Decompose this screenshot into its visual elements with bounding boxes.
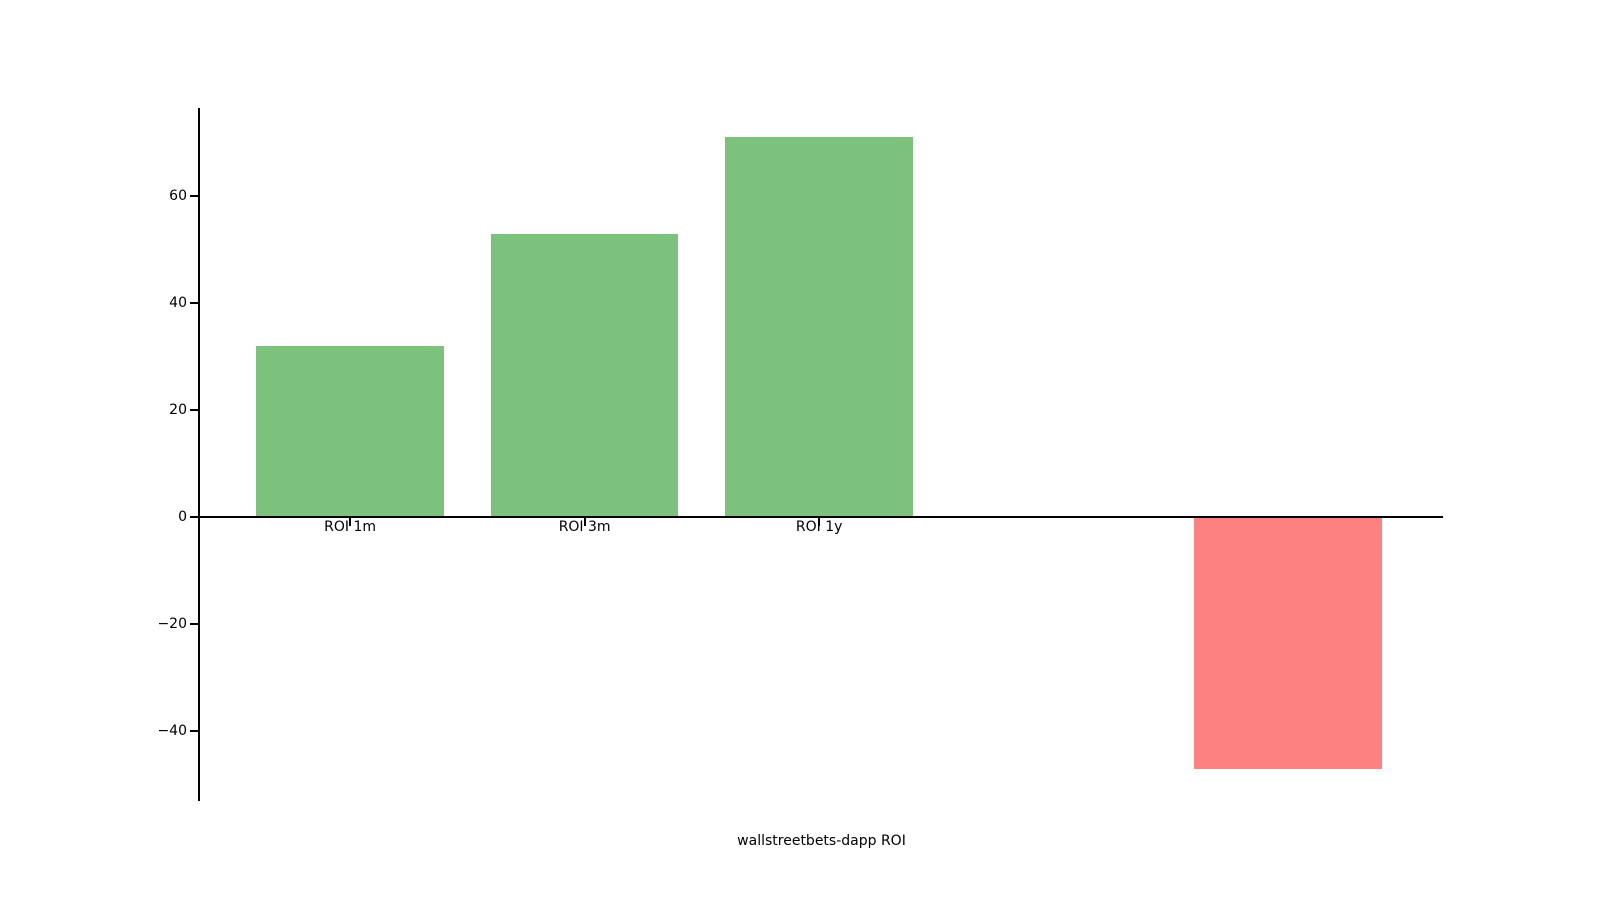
y-tick-label: −40 <box>157 723 187 740</box>
y-axis-spine <box>198 108 200 801</box>
bar <box>490 233 679 518</box>
y-tick-mark <box>190 409 198 412</box>
y-tick-mark <box>190 730 198 733</box>
y-tick-mark <box>190 516 198 519</box>
x-tick-mark <box>583 518 586 527</box>
x-axis-zero-line <box>200 516 1443 519</box>
y-tick-label: 60 <box>169 188 187 205</box>
bar <box>725 137 913 518</box>
y-tick-label: −20 <box>157 616 187 633</box>
y-tick-mark <box>190 623 198 626</box>
chart-title: wallstreetbets-dapp ROI <box>737 833 906 849</box>
x-tick-mark <box>349 518 352 527</box>
x-tick-label: ROI 1y <box>795 519 843 536</box>
x-tick-mark <box>818 518 821 527</box>
y-tick-label: 20 <box>169 402 187 419</box>
bar <box>256 346 444 518</box>
x-tick-label: ROI 3m <box>558 519 611 536</box>
bar <box>1194 517 1382 769</box>
y-tick-label: 0 <box>178 509 187 526</box>
y-tick-label: 40 <box>169 295 187 312</box>
y-tick-mark <box>190 302 198 305</box>
x-tick-label: ROI 1m <box>324 519 377 536</box>
y-tick-mark <box>190 195 198 198</box>
